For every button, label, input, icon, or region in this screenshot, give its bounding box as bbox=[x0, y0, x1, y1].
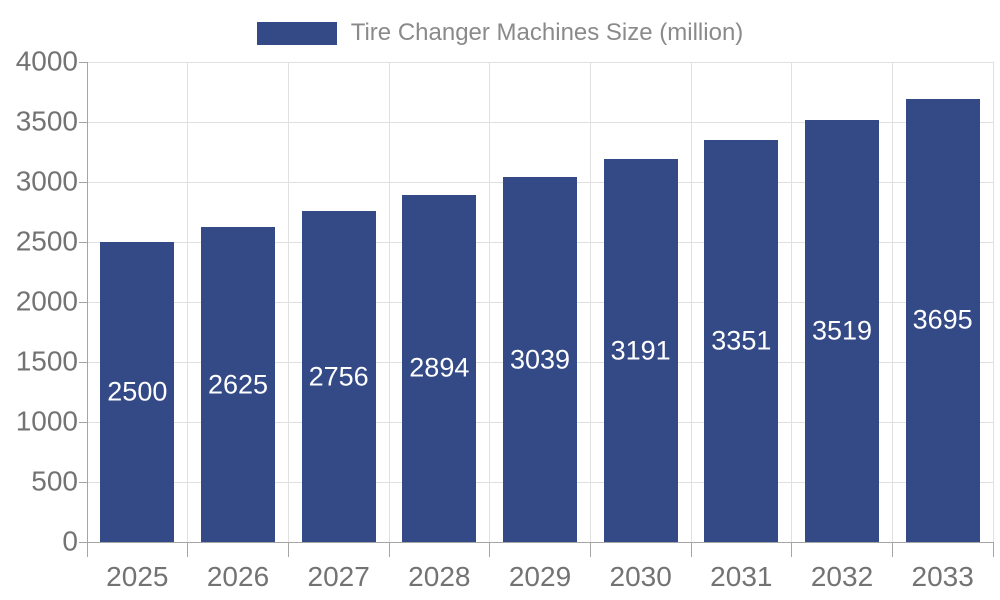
y-axis-line bbox=[86, 62, 88, 557]
v-gridline bbox=[388, 62, 390, 542]
x-tick bbox=[992, 542, 994, 557]
x-axis-label: 2028 bbox=[408, 561, 471, 592]
y-tick bbox=[79, 361, 87, 363]
y-axis-label: 2000 bbox=[15, 285, 78, 317]
bar[interactable] bbox=[603, 159, 678, 542]
bar-value-label: 3039 bbox=[509, 344, 571, 375]
y-axis-label: 3500 bbox=[15, 105, 78, 137]
y-tick bbox=[79, 61, 87, 63]
x-tick bbox=[388, 542, 390, 557]
v-gridline bbox=[791, 62, 793, 542]
x-axis-label: 2032 bbox=[810, 561, 874, 592]
y-tick bbox=[79, 541, 87, 543]
y-axis-label: 2500 bbox=[15, 225, 78, 257]
y-axis-label: 500 bbox=[31, 465, 78, 497]
x-axis-label: 2033 bbox=[911, 561, 974, 592]
bar-value-label: 2500 bbox=[107, 376, 168, 407]
v-gridline bbox=[690, 62, 692, 542]
h-gridline bbox=[87, 61, 993, 63]
y-axis-label: 3000 bbox=[15, 165, 78, 197]
x-tick bbox=[489, 542, 491, 557]
x-tick bbox=[589, 542, 591, 557]
x-axis-line bbox=[87, 541, 993, 543]
bar[interactable] bbox=[503, 177, 577, 542]
y-tick bbox=[79, 241, 87, 243]
v-gridline bbox=[187, 62, 189, 542]
h-gridline bbox=[87, 121, 993, 123]
bar-value-label: 3191 bbox=[610, 335, 671, 366]
x-axis-label: 2026 bbox=[206, 561, 270, 592]
v-gridline bbox=[287, 62, 289, 542]
x-axis-label: 2025 bbox=[106, 561, 169, 592]
y-axis-label: 1000 bbox=[15, 405, 78, 437]
x-axis-label: 2027 bbox=[307, 561, 370, 592]
x-axis-label: 2031 bbox=[710, 561, 773, 592]
x-tick bbox=[690, 542, 692, 557]
bar[interactable] bbox=[402, 194, 477, 542]
y-tick bbox=[79, 421, 87, 423]
bar[interactable] bbox=[905, 98, 980, 542]
v-gridline bbox=[589, 62, 591, 542]
v-gridline bbox=[992, 62, 994, 542]
legend-label: Tire Changer Machines Size (million) bbox=[350, 19, 744, 46]
bar-value-label: 2756 bbox=[308, 361, 369, 392]
x-tick bbox=[287, 542, 289, 557]
bar[interactable] bbox=[704, 139, 779, 542]
bar[interactable] bbox=[805, 119, 879, 542]
bar[interactable] bbox=[201, 227, 275, 542]
legend-swatch bbox=[256, 21, 337, 45]
x-tick bbox=[187, 542, 189, 557]
bar-value-label: 3695 bbox=[912, 304, 973, 335]
x-tick bbox=[791, 542, 793, 557]
y-axis-label: 4000 bbox=[15, 45, 78, 77]
y-tick bbox=[79, 181, 87, 183]
bar[interactable] bbox=[100, 242, 175, 542]
bar-value-label: 2894 bbox=[409, 352, 470, 383]
bar-value-label: 3519 bbox=[811, 315, 873, 346]
y-axis-label: 0 bbox=[62, 525, 78, 557]
x-axis-label: 2029 bbox=[508, 561, 572, 592]
bar-value-label: 3351 bbox=[711, 325, 772, 356]
v-gridline bbox=[891, 62, 893, 542]
y-tick bbox=[79, 481, 87, 483]
bar-value-label: 2625 bbox=[207, 369, 269, 399]
y-tick bbox=[79, 121, 87, 123]
bar[interactable] bbox=[301, 211, 376, 542]
y-axis-label: 1500 bbox=[15, 345, 78, 377]
v-gridline bbox=[489, 62, 491, 542]
x-tick bbox=[891, 542, 893, 557]
y-tick bbox=[79, 301, 87, 303]
x-axis-label: 2030 bbox=[609, 561, 672, 592]
legend[interactable]: Tire Changer Machines Size (million) bbox=[0, 19, 1000, 47]
